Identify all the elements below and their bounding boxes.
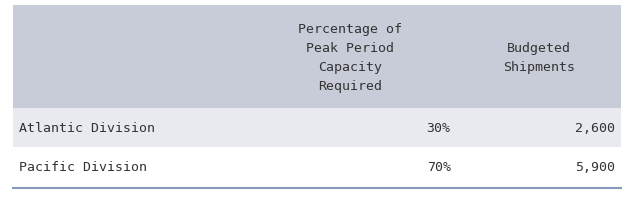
Text: 30%: 30% [427,121,451,134]
Text: Percentage of
Peak Period
Capacity
Required: Percentage of Peak Period Capacity Requi… [299,22,403,92]
Text: 5,900: 5,900 [575,160,615,173]
Text: 2,600: 2,600 [575,121,615,134]
FancyBboxPatch shape [13,108,621,147]
Text: Atlantic Division: Atlantic Division [19,121,155,134]
Text: Pacific Division: Pacific Division [19,160,147,173]
FancyBboxPatch shape [13,6,621,108]
FancyBboxPatch shape [13,147,621,186]
Text: Budgeted
Shipments: Budgeted Shipments [503,41,575,73]
Text: 70%: 70% [427,160,451,173]
